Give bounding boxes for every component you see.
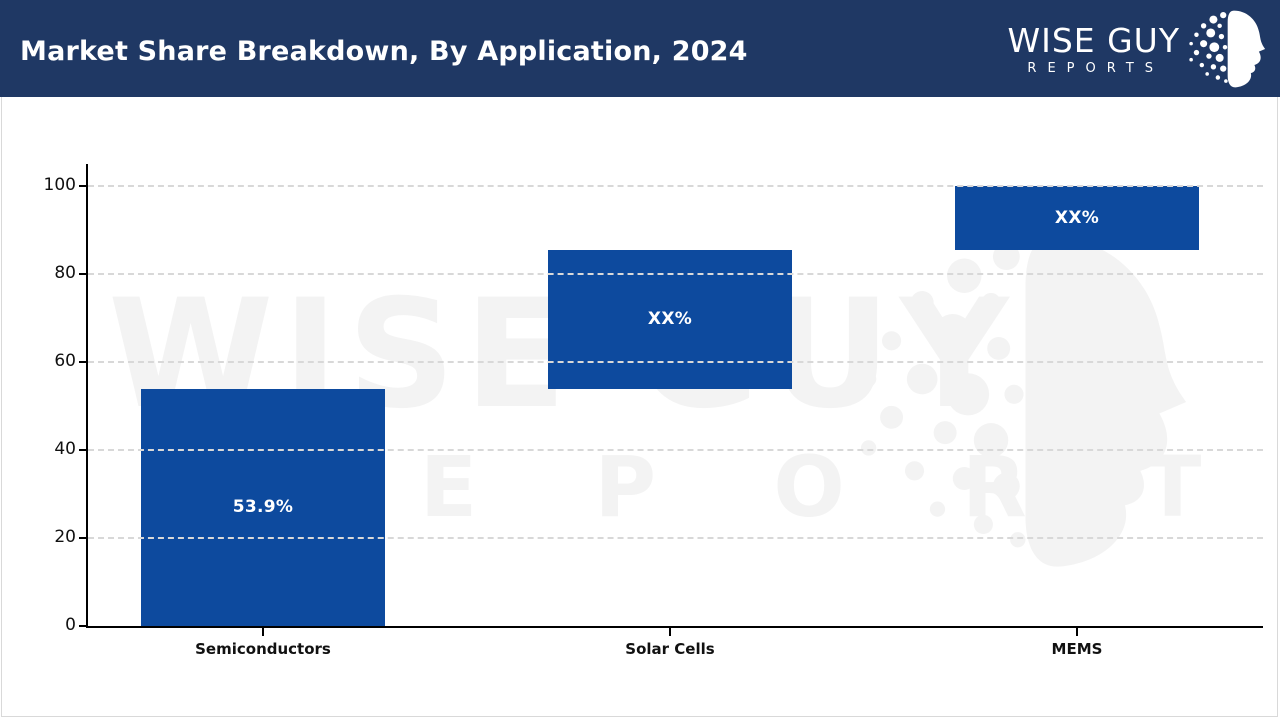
y-tick-label-0: 0 [65,615,76,635]
bar-solar-cells: XX% [548,249,792,389]
x-axis-label-solar-cells: Solar Cells [625,640,715,658]
y-tick-20 [79,537,87,539]
x-tick-2 [669,628,671,636]
wiseguy-head-icon [1189,10,1266,88]
gridline-y-80 [88,273,1263,275]
y-tick-40 [79,449,87,451]
gridline-y-40 [88,449,1263,451]
bar-value-label: XX% [1054,207,1100,228]
y-tick-0 [79,625,87,627]
y-tick-label-80: 80 [54,263,76,283]
x-tick-3 [1076,628,1078,636]
bar-value-label: XX% [647,309,693,330]
bar-semiconductors: 53.9% [141,388,385,626]
bar-mems: XX% [955,186,1199,250]
x-tick-1 [262,628,264,636]
gridline-y-100 [88,185,1263,187]
page-title: Market Share Breakdown, By Application, … [20,36,748,67]
watermark-head-icon [860,237,1187,567]
gridline-y-20 [88,537,1263,539]
header-bar: Market Share Breakdown, By Application, … [0,0,1280,97]
y-tick-60 [79,361,87,363]
x-axis-label-mems: MEMS [1051,640,1103,658]
x-axis-label-semiconductors: Semiconductors [195,640,331,658]
brand-logo: WISE GUY REPORTS [1007,6,1266,92]
brand-subname: REPORTS [1027,60,1165,76]
brand-text: WISE GUY REPORTS [1007,24,1180,75]
brand-name: WISE GUY [1007,20,1180,60]
bar-value-label: 53.9% [232,497,294,518]
y-axis-line [86,164,88,628]
y-tick-80 [79,273,87,275]
y-tick-100 [79,185,87,187]
y-tick-label-60: 60 [54,351,76,371]
y-tick-label-40: 40 [54,439,76,459]
y-tick-label-20: 20 [54,527,76,547]
gridline-y-60 [88,361,1263,363]
x-axis-line [86,626,1263,628]
y-tick-label-100: 100 [43,175,76,195]
